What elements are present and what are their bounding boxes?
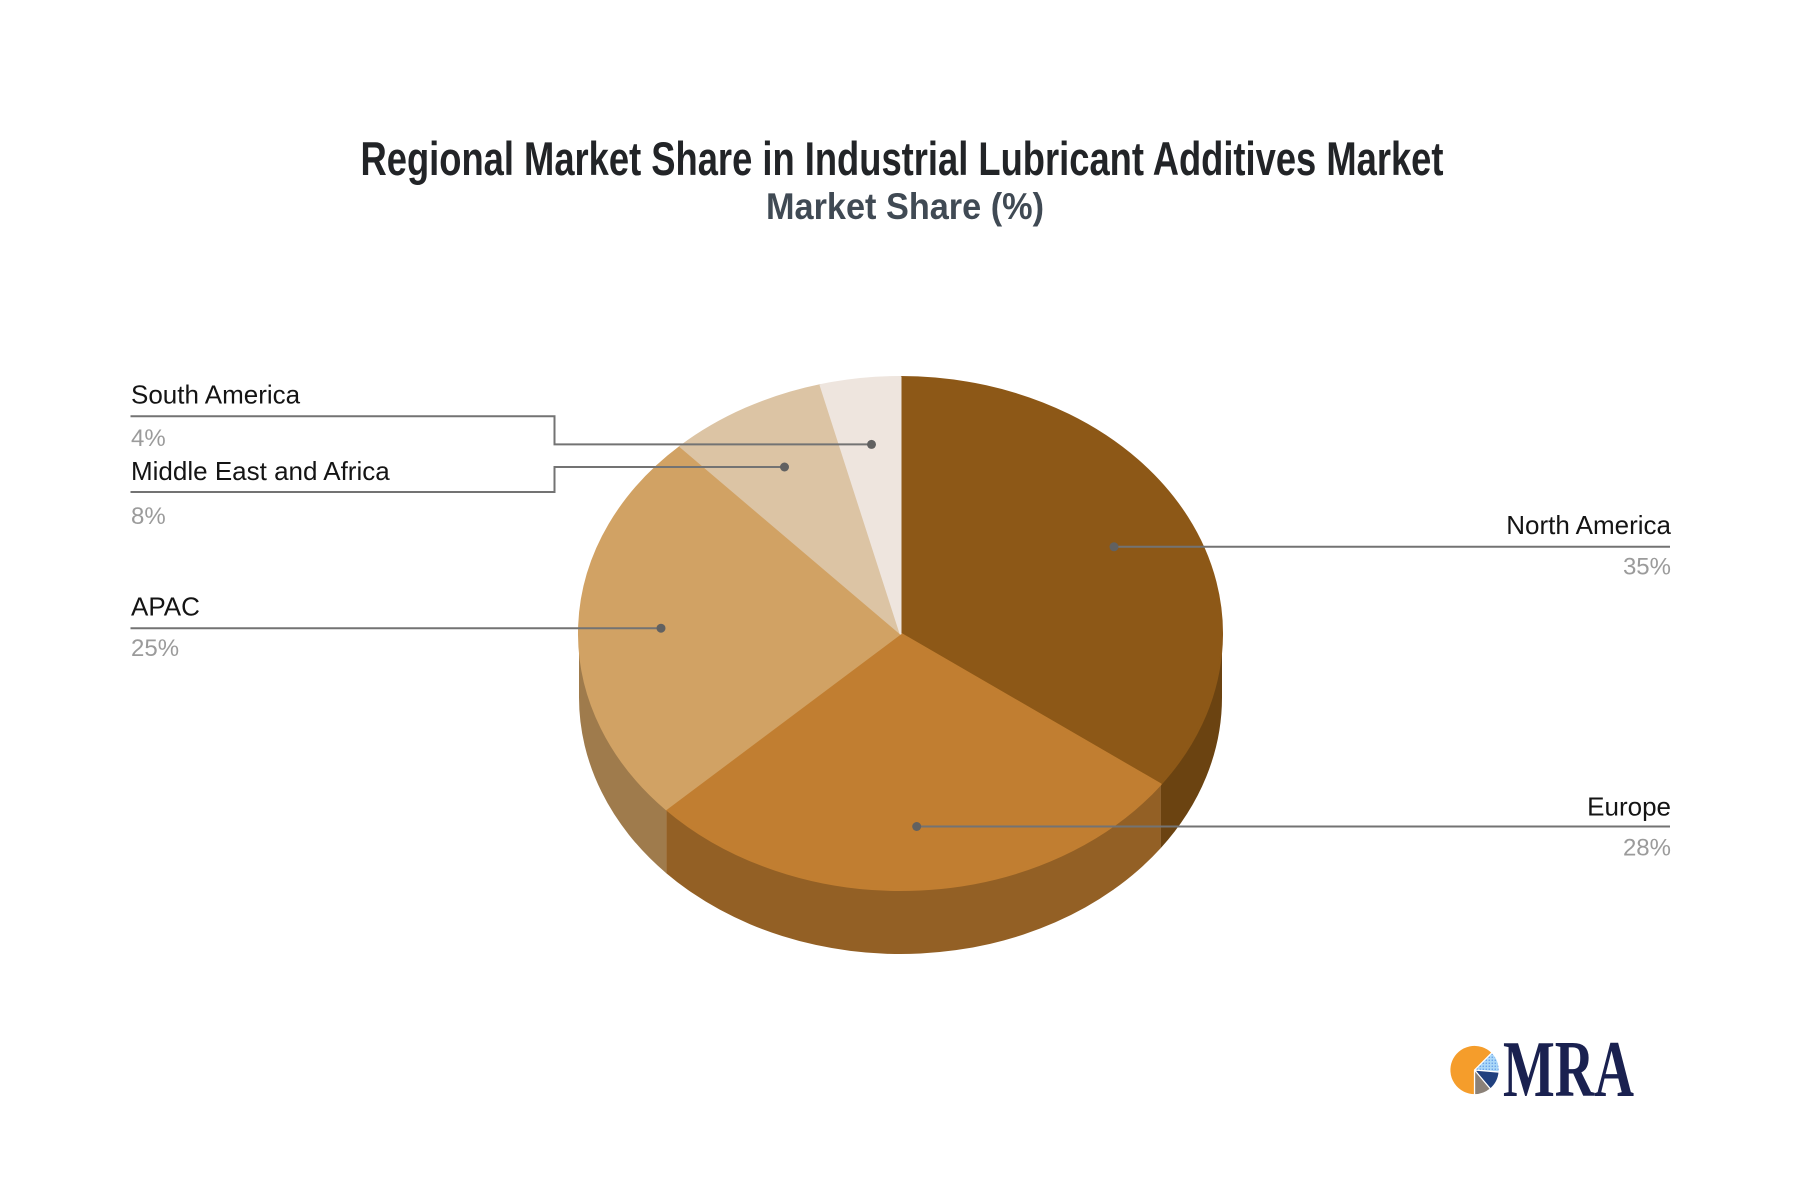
svg-text:MRA: MRA: [1503, 1026, 1634, 1114]
svg-text:35%: 35%: [1623, 553, 1671, 580]
svg-text:Europe: Europe: [1587, 792, 1671, 822]
svg-text:25%: 25%: [131, 635, 179, 662]
svg-text:Market Share (%): Market Share (%): [766, 186, 1044, 227]
svg-text:North America: North America: [1506, 510, 1671, 540]
svg-text:Middle East and Africa: Middle East and Africa: [131, 456, 390, 486]
svg-text:28%: 28%: [1623, 835, 1671, 862]
svg-text:South America: South America: [131, 380, 301, 410]
svg-text:APAC: APAC: [131, 592, 200, 622]
svg-text:4%: 4%: [131, 425, 166, 452]
svg-text:Regional Market Share in Indus: Regional Market Share in Industrial Lubr…: [361, 132, 1444, 185]
svg-text:8%: 8%: [131, 503, 166, 530]
